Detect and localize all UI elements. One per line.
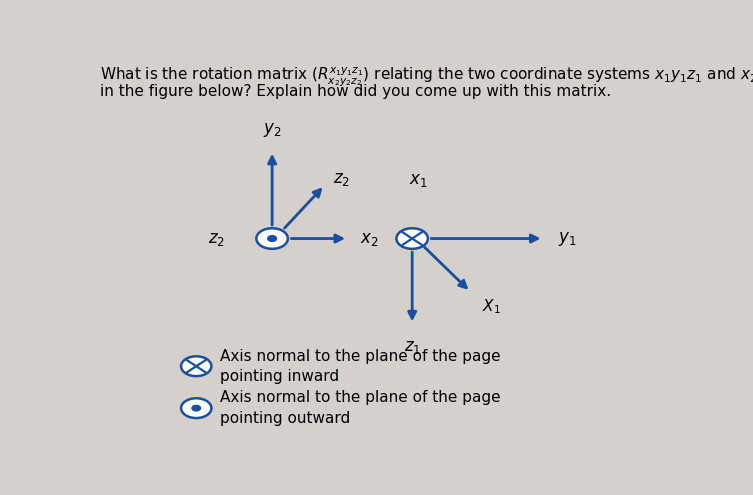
Circle shape — [396, 228, 428, 249]
Circle shape — [192, 405, 200, 411]
Circle shape — [181, 356, 212, 376]
Text: Axis normal to the plane of the page
pointing outward: Axis normal to the plane of the page poi… — [220, 391, 500, 426]
Circle shape — [181, 398, 212, 418]
Text: $z_1$: $z_1$ — [404, 338, 421, 355]
Circle shape — [256, 228, 288, 249]
Text: $z_2$: $z_2$ — [334, 170, 350, 189]
Text: $y_1$: $y_1$ — [558, 230, 577, 248]
Text: $x_2$: $x_2$ — [360, 230, 378, 248]
Text: What is the rotation matrix $(R_{x_2y_2z_2}^{x_1y_1z_1})$ relating the two coord: What is the rotation matrix $(R_{x_2y_2z… — [100, 65, 753, 88]
Text: Axis normal to the plane of the page
pointing inward: Axis normal to the plane of the page poi… — [220, 348, 500, 384]
Text: $x_1$: $x_1$ — [409, 171, 428, 189]
Text: $y_2$: $y_2$ — [263, 121, 282, 140]
Text: in the figure below? Explain how did you come up with this matrix.: in the figure below? Explain how did you… — [100, 84, 611, 99]
Text: $z_2$: $z_2$ — [209, 230, 225, 248]
Text: $X_1$: $X_1$ — [482, 297, 501, 316]
Circle shape — [268, 236, 276, 242]
